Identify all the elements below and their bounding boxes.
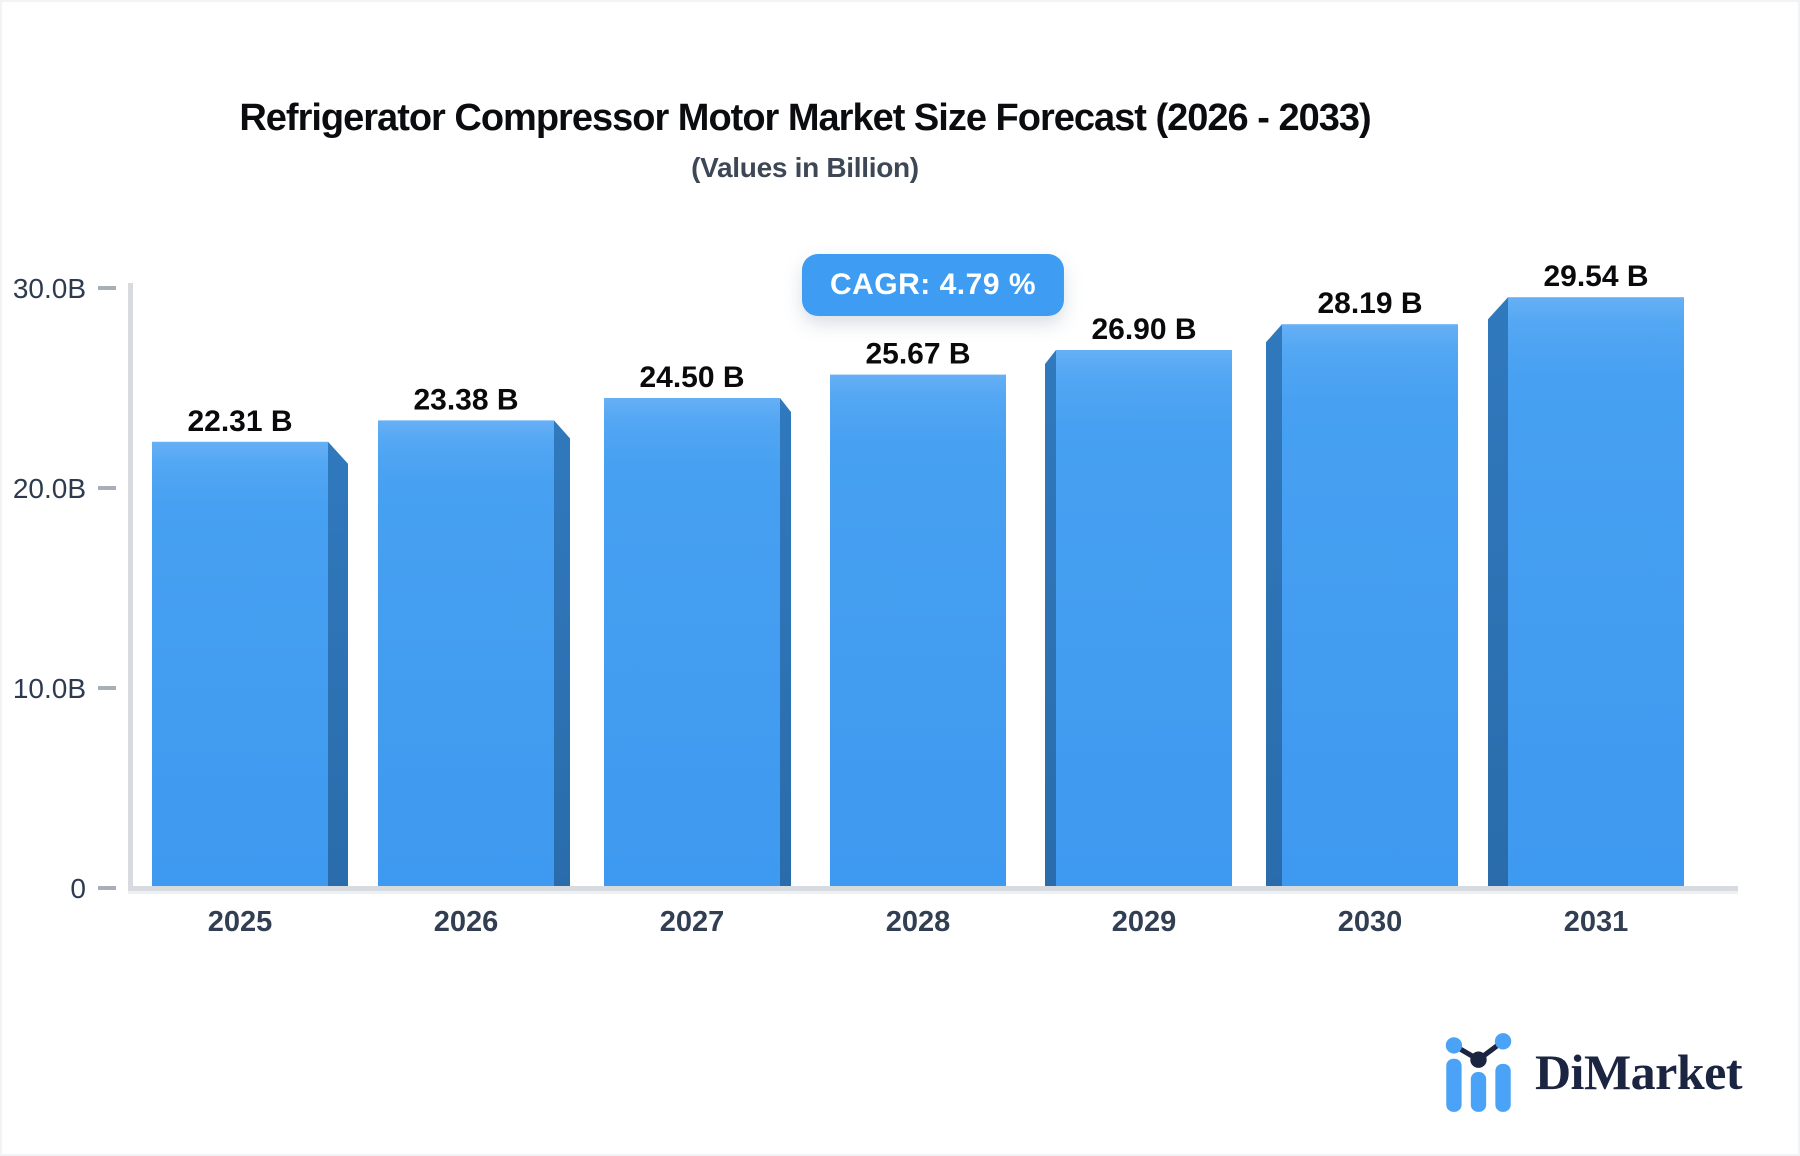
bar-2027-face	[604, 398, 780, 888]
x-axis-label-2028: 2028	[886, 906, 951, 938]
x-axis-shadow	[128, 891, 1738, 894]
x-axis-label-2031: 2031	[1564, 906, 1629, 938]
bar-group-2025: 22.31 B	[152, 405, 348, 888]
dimarket-logo: DiMarket	[1439, 1028, 1743, 1116]
bar-2028-face	[830, 374, 1006, 889]
bar-2031-face	[1508, 297, 1684, 888]
bar-2031-side	[1488, 297, 1508, 888]
bar-group-2030: 28.19 B	[1266, 287, 1458, 888]
chart-title: Refrigerator Compressor Motor Market Siz…	[239, 97, 1371, 139]
bar-2025-face	[152, 441, 328, 888]
y-tick	[98, 286, 116, 290]
bar-group-2031: 29.54 B	[1488, 260, 1684, 888]
chart-header: Refrigerator Compressor Motor Market Siz…	[0, 96, 1610, 184]
x-axis-label-2029: 2029	[1112, 906, 1177, 938]
bar-2029-value-label: 26.90 B	[1091, 313, 1196, 346]
y-tick-label: 30.0B	[13, 273, 86, 304]
bar-2026-value-label: 23.38 B	[413, 383, 518, 416]
bar-2027-side	[780, 398, 791, 888]
bar-2028-value-label: 25.67 B	[865, 338, 970, 371]
bar-2026-side	[554, 420, 570, 888]
y-tick	[98, 686, 116, 690]
dimarket-logo-icon	[1445, 1033, 1512, 1112]
dimarket-logo-text: DiMarket	[1534, 1044, 1743, 1100]
bar-group-2026: 23.38 B	[378, 383, 570, 888]
bar-group-2029: 26.90 B	[1045, 313, 1232, 888]
y-axis-line	[128, 283, 133, 891]
bar-2029-face	[1056, 350, 1232, 888]
bar-2031-value-label: 29.54 B	[1543, 260, 1648, 293]
x-axis-label-2027: 2027	[660, 906, 725, 938]
bar-2029-side	[1045, 350, 1056, 888]
y-tick-label: 20.0B	[13, 473, 86, 504]
cagr-badge: CAGR: 4.79 %	[801, 254, 1065, 316]
bar-2030-side	[1266, 324, 1282, 888]
y-tick-label: 0	[70, 873, 86, 904]
y-tick-label: 10.0B	[13, 673, 86, 704]
y-tick	[98, 486, 116, 490]
bar-2030-value-label: 28.19 B	[1317, 287, 1422, 320]
bar-2025-side	[328, 441, 348, 888]
bar-2030-face	[1282, 324, 1458, 888]
x-axis-label-2030: 2030	[1338, 906, 1403, 938]
bar-2026-face	[378, 420, 554, 888]
bar-2027-value-label: 24.50 B	[639, 361, 744, 394]
x-axis-label-2025: 2025	[208, 906, 273, 938]
x-axis-label-2026: 2026	[434, 906, 499, 938]
y-tick	[98, 886, 116, 890]
bar-group-2028: 25.67 B	[830, 338, 1006, 889]
chart-subtitle: (Values in Billion)	[691, 151, 919, 183]
x-axis-line	[128, 886, 1738, 891]
bar-group-2027: 24.50 B	[604, 361, 791, 888]
bar-2025-value-label: 22.31 B	[187, 405, 292, 438]
